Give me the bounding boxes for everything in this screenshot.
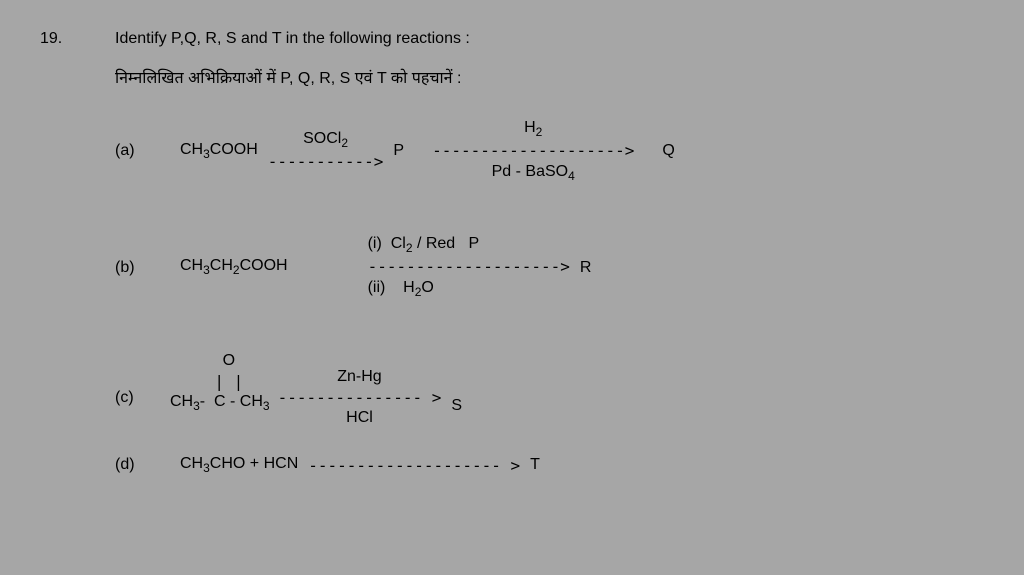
arrow1-a: SOCl2 -----------> [268, 129, 384, 173]
question-text-hi: निम्नलिखित अभिक्रियाओं में P, Q, R, S एव… [115, 66, 984, 88]
part-label-c: (c) [115, 351, 170, 407]
question-text-en: Identify P,Q, R, S and T in the followin… [115, 30, 984, 48]
cond-top-b: (i) Cl2 / Red P [368, 234, 480, 257]
arrow-line-b: --------------------> [368, 257, 570, 278]
ketone-o: O [223, 351, 235, 372]
arrow2-a: H2 --------------------> Pd - BaSO4 [432, 118, 634, 184]
product-d: T [530, 456, 540, 474]
question-number: 19. [40, 30, 75, 495]
part-label-a: (a) [115, 142, 170, 160]
question-content: Identify P,Q, R, S and T in the followin… [115, 30, 984, 495]
arrow1-top-a: SOCl2 [303, 129, 348, 152]
reaction-b: (b) CH3CH2COOH (i) Cl2 / Red P ---------… [115, 234, 984, 300]
product-c: S [451, 397, 462, 415]
reactant-b: CH3CH2COOH [180, 257, 288, 277]
reaction-a: (a) CH3COOH SOCl2 -----------> P H2 ----… [115, 118, 984, 184]
part-label-d: (d) [115, 456, 170, 474]
cond-bottom-b: (ii) H2O [368, 278, 434, 301]
arrow-b: (i) Cl2 / Red P --------------------> (i… [368, 234, 570, 300]
cond-top-c: Zn-Hg [337, 367, 381, 388]
reactant-d: CH3CHO + HCN [180, 455, 298, 475]
arrow-c: Zn-Hg --------------- > HCl [278, 367, 442, 429]
reaction-d: (d) CH3CHO + HCN -------------------- > … [115, 455, 984, 475]
arrow1-line-a: -----------> [268, 152, 384, 173]
arrow2-bottom-a: Pd - BaSO4 [492, 162, 575, 185]
arrow-line-d: -------------------- > [308, 456, 520, 475]
ketone-bond: | | [214, 372, 243, 393]
reactant-c: CH3- C - CH3 [170, 392, 270, 415]
arrow-line-c: --------------- > [278, 388, 442, 409]
reactant-a: CH3COOH [180, 141, 258, 161]
arrow2-line-a: --------------------> [432, 141, 634, 162]
part-label-b: (b) [115, 259, 170, 277]
reaction-c: (c) O | | CH3- C - CH3 Zn-Hg -----------… [115, 351, 984, 415]
intermediate-a: P [393, 142, 404, 160]
cond-bottom-c: HCl [346, 408, 373, 429]
product-b: R [580, 259, 592, 277]
product-a: Q [662, 142, 674, 160]
arrow2-top-a: H2 [524, 118, 542, 141]
